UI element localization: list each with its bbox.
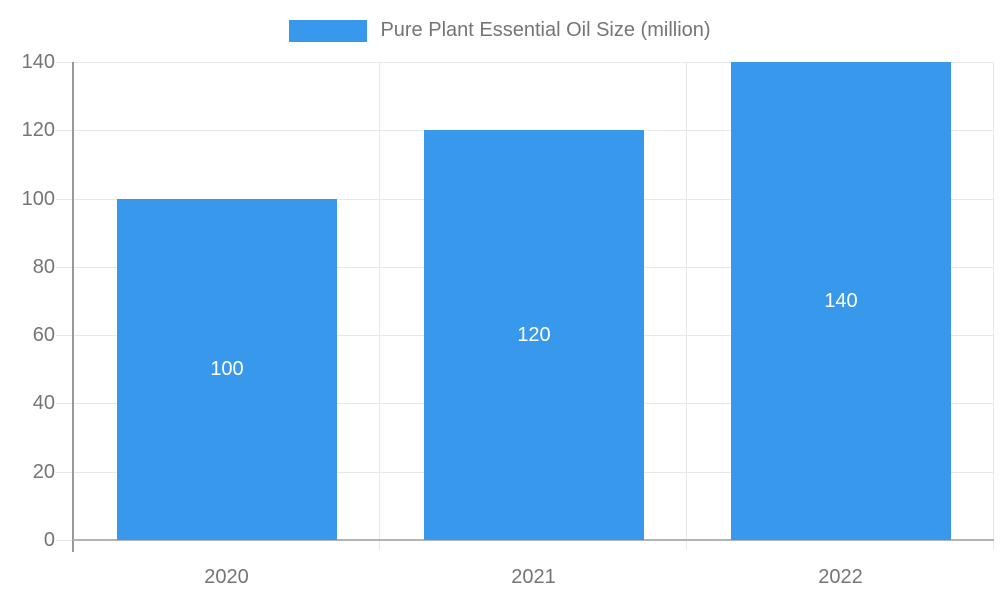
x-gridline [686, 62, 687, 550]
y-axis-label: 0 [43, 529, 55, 551]
y-axis-label: 100 [21, 188, 55, 210]
y-axis-label: 40 [32, 392, 55, 414]
y-axis-label: 120 [21, 119, 55, 141]
y-axis-label: 80 [32, 256, 55, 278]
x-axis-label: 2020 [204, 566, 249, 588]
bar-value-label: 120 [517, 324, 551, 346]
y-axis-label: 60 [32, 324, 55, 346]
y-axis-tick [56, 472, 73, 473]
y-axis-tick [56, 403, 73, 404]
x-gridline [379, 62, 380, 550]
bar-value-label: 140 [824, 290, 858, 312]
legend-label: Pure Plant Essential Oil Size (million) [380, 19, 711, 41]
bar-2021[interactable] [424, 130, 644, 540]
x-axis-line [73, 539, 994, 541]
y-gridline [73, 62, 994, 63]
bar-value-label: 100 [210, 358, 244, 380]
y-axis-tick [56, 540, 73, 541]
y-axis-tick [56, 130, 73, 131]
y-axis-label: 20 [32, 461, 55, 483]
y-axis-tick [56, 62, 73, 63]
y-axis-label: 140 [21, 51, 55, 73]
x-axis-label: 2021 [511, 566, 556, 588]
y-axis-tick [56, 199, 73, 200]
bar-2022[interactable] [731, 62, 951, 540]
bar-2020[interactable] [117, 199, 337, 540]
x-gridline [993, 62, 994, 550]
chart-legend[interactable]: Pure Plant Essential Oil Size (million) [0, 19, 1000, 42]
legend-swatch-icon [289, 19, 368, 42]
y-axis-line [72, 62, 74, 552]
x-axis-label: 2022 [818, 566, 863, 588]
y-axis-tick [56, 335, 73, 336]
y-axis-tick [56, 267, 73, 268]
